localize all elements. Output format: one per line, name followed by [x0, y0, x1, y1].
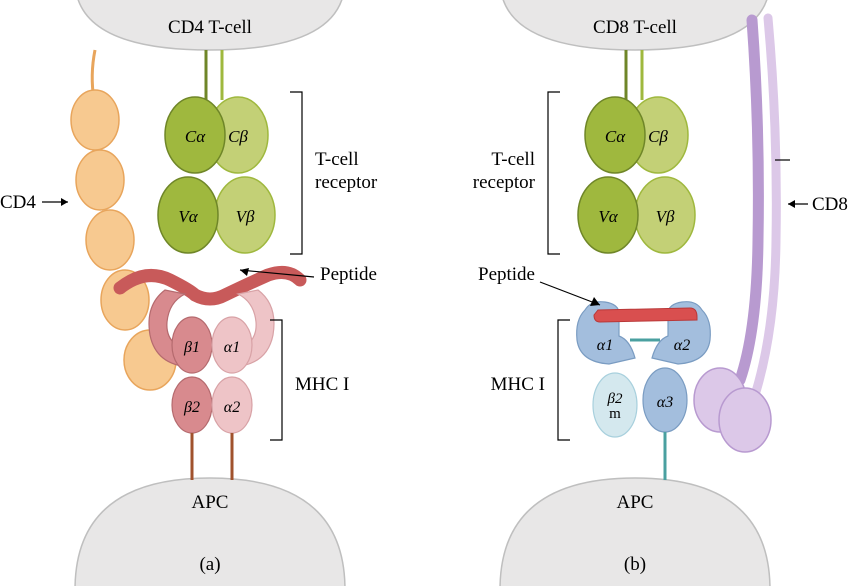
- mhcII-b1: β1: [183, 339, 200, 356]
- tcr-b-label1: T-cell: [491, 149, 535, 170]
- tcr-b-label2: receptor: [473, 172, 536, 193]
- tcr-a-Va: Vα: [178, 207, 198, 226]
- mhcI-b2m1: β2: [607, 391, 623, 407]
- panel-b-label: (b): [624, 554, 646, 575]
- mhcII-b2: β2: [183, 399, 200, 416]
- peptide-b-label: Peptide: [478, 264, 535, 285]
- cd4-arrow-head: [61, 198, 68, 206]
- tcr-a-Vb: Vβ: [236, 207, 255, 226]
- mhcI-a3: α3: [657, 394, 673, 411]
- cd4-label: CD4: [0, 192, 36, 213]
- tcr-b: [578, 97, 695, 253]
- mhcI-a-label: MHC I: [295, 374, 349, 395]
- panel-a-label: (a): [199, 554, 220, 575]
- tcr-a-label2: receptor: [315, 172, 378, 193]
- cd4-tcell-label: CD4 T-cell: [168, 17, 252, 38]
- apc-a-label: APC: [192, 492, 229, 513]
- mhcII: [149, 290, 274, 433]
- cd8-arrow-head: [788, 200, 795, 208]
- tcr-a-Cb: Cβ: [228, 127, 248, 146]
- mhcII-a2: α2: [224, 399, 240, 416]
- mhcI-b-label: MHC I: [491, 374, 545, 395]
- peptide-b: [594, 308, 697, 322]
- mhcII-a1: α1: [224, 339, 240, 356]
- apc-b-label: APC: [617, 492, 654, 513]
- bracket-b-tcr: [548, 92, 560, 254]
- peptide-a-arrow-head: [240, 268, 249, 276]
- mhcI: [577, 302, 711, 437]
- tcr-b-Va: Vα: [598, 207, 618, 226]
- mhcI-a2: α2: [674, 337, 690, 354]
- tcr-a: [158, 97, 275, 253]
- tcr-b-Ca: Cα: [605, 127, 626, 146]
- bracket-a-tcr: [290, 92, 302, 254]
- tcr-a-label1: T-cell: [315, 149, 359, 170]
- mhcI-b2m2: m: [609, 406, 621, 422]
- cd8-tcell-label: CD8 T-cell: [593, 17, 677, 38]
- peptide-b-arrow: [540, 282, 600, 305]
- tcr-b-Cb: Cβ: [648, 127, 668, 146]
- mhcI-a1: α1: [597, 337, 613, 354]
- cd8-label: CD8: [812, 194, 848, 215]
- cd8-coreceptor: [694, 18, 776, 452]
- peptide-a-label: Peptide: [320, 264, 377, 285]
- bracket-b-mhc: [558, 320, 570, 440]
- tcr-a-Ca: Cα: [185, 127, 206, 146]
- tcr-b-Vb: Vβ: [656, 207, 675, 226]
